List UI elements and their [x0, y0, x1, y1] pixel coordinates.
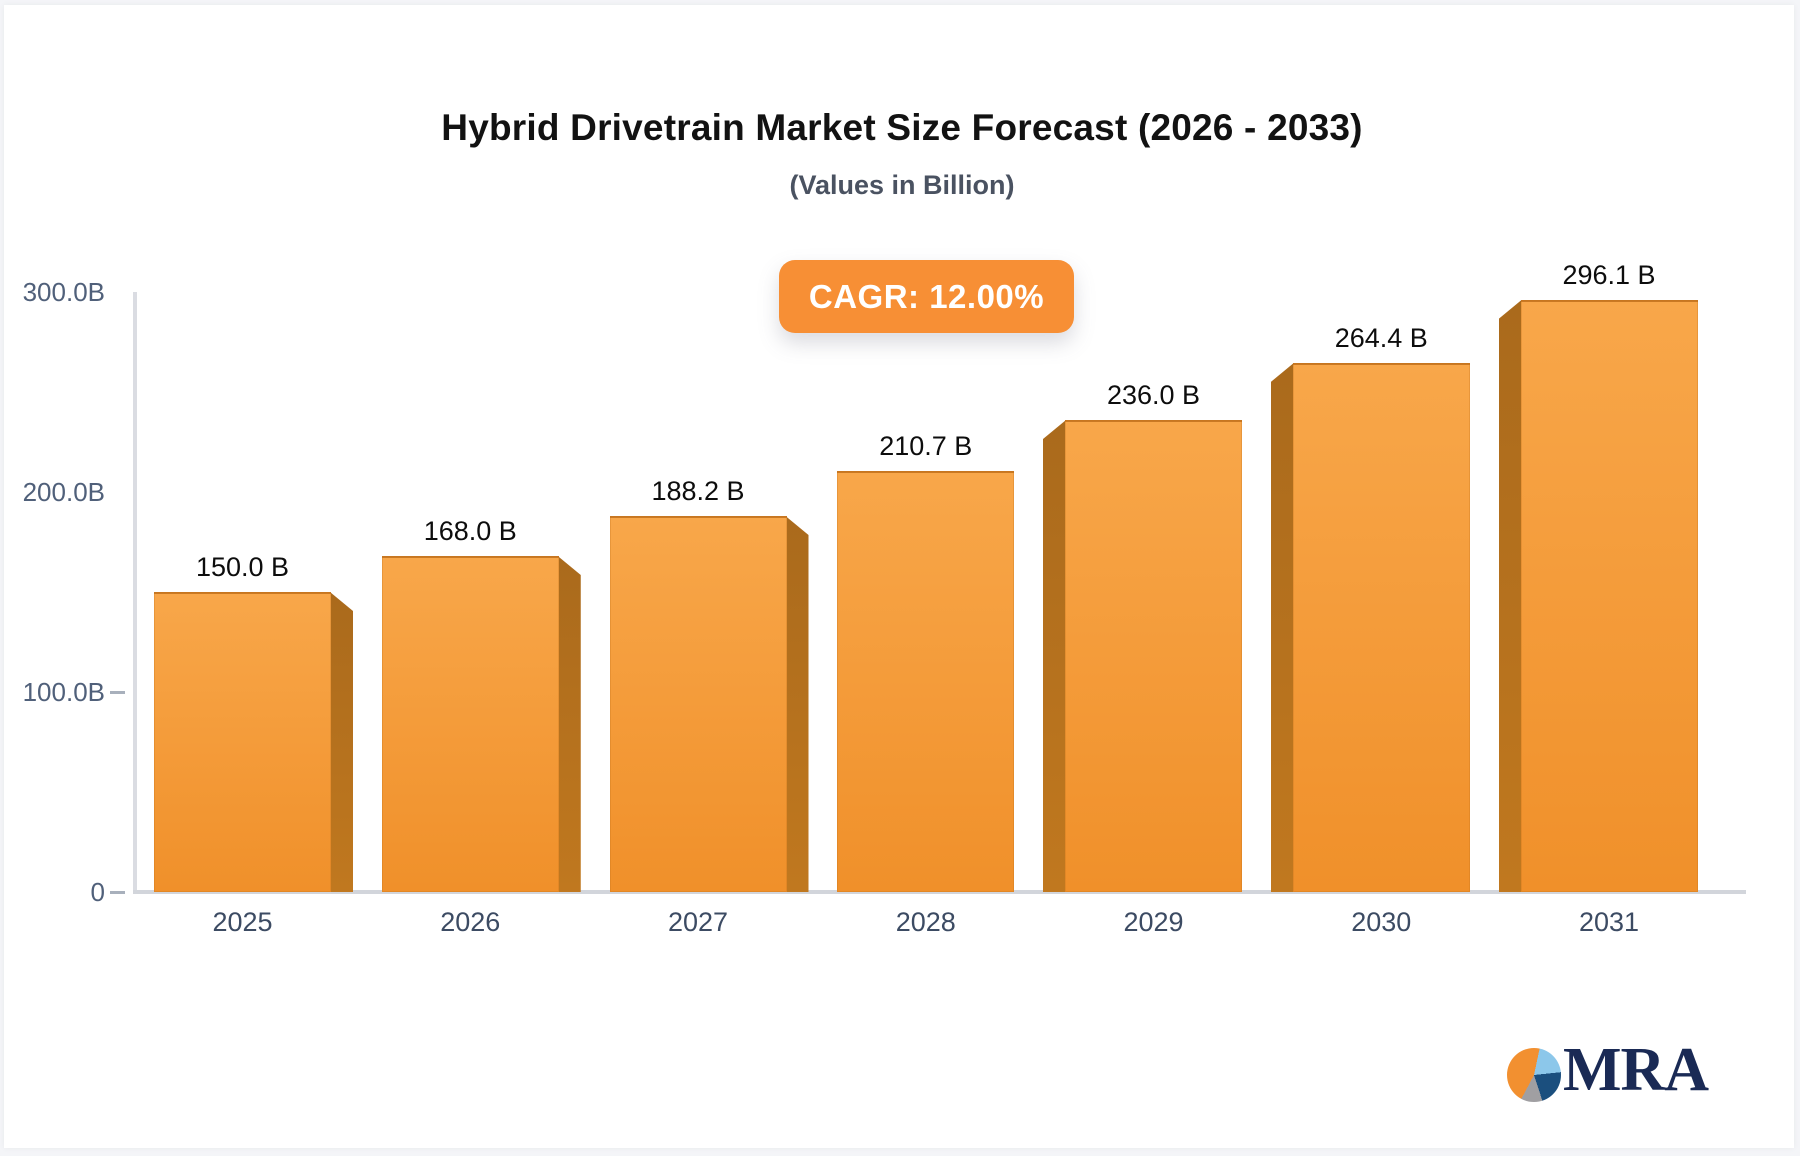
- bar-2028[interactable]: [837, 471, 1015, 892]
- bar-value-label-2030: 264.4 B: [1334, 323, 1428, 353]
- bar-side-2030: [1270, 363, 1294, 892]
- x-axis-label-2028: 2028: [895, 907, 956, 937]
- bar-value-label-2025: 150.0 B: [195, 552, 290, 582]
- x-axis-label-2025: 2025: [212, 907, 273, 937]
- bar-side-2025: [330, 592, 353, 892]
- y-tick-label-300.0B: 300.0B: [22, 277, 105, 307]
- bar-2031[interactable]: [1520, 300, 1698, 892]
- bar-chart: Hybrid Drivetrain Market Size Forecast (…: [4, 5, 1800, 1153]
- y-tick-label-0: 0: [90, 877, 105, 907]
- bar-2026[interactable]: [381, 556, 559, 892]
- bar-value-label-2029: 236.0 B: [1106, 380, 1201, 410]
- mra-logo: MRA: [1507, 1035, 1747, 1105]
- bar-value-label-2027: 188.2 B: [651, 476, 745, 506]
- x-axis-label-2027: 2027: [667, 907, 729, 937]
- x-axis-label-2030: 2030: [1351, 907, 1412, 937]
- bar-2029[interactable]: [1065, 420, 1242, 892]
- y-tick-mark: [110, 891, 125, 894]
- chart-subtitle: (Values in Billion): [789, 170, 1015, 200]
- chart-card: Hybrid Drivetrain Market Size Forecast (…: [4, 5, 1794, 1148]
- y-axis-line: [133, 292, 137, 892]
- bar-2030[interactable]: [1292, 363, 1470, 892]
- bar-side-2026: [557, 556, 581, 892]
- bar-side-2031: [1498, 300, 1522, 892]
- bar-value-label-2026: 168.0 B: [423, 516, 517, 546]
- chart-title: Hybrid Drivetrain Market Size Forecast (…: [441, 107, 1363, 148]
- pie-chart-icon: [1507, 1048, 1561, 1102]
- bar-2027[interactable]: [609, 516, 787, 892]
- x-axis-label-2026: 2026: [440, 907, 501, 937]
- y-tick-mark: [110, 691, 125, 694]
- y-tick-label-200.0B: 200.0B: [22, 477, 105, 507]
- bar-value-label-2031: 296.1 B: [1562, 260, 1656, 290]
- cagr-badge: CAGR: 12.00%: [779, 260, 1074, 333]
- bar-side-2029: [1043, 420, 1066, 892]
- bar-value-label-2028: 210.7 B: [879, 431, 973, 461]
- x-axis-label-2031: 2031: [1578, 907, 1640, 937]
- logo-text: MRA: [1563, 1036, 1709, 1104]
- x-axis-label-2029: 2029: [1123, 907, 1184, 937]
- bar-side-2027: [785, 516, 809, 892]
- bar-2025[interactable]: [154, 592, 331, 892]
- y-tick-label-100.0B: 100.0B: [22, 677, 105, 707]
- x-axis-line: [133, 890, 1746, 894]
